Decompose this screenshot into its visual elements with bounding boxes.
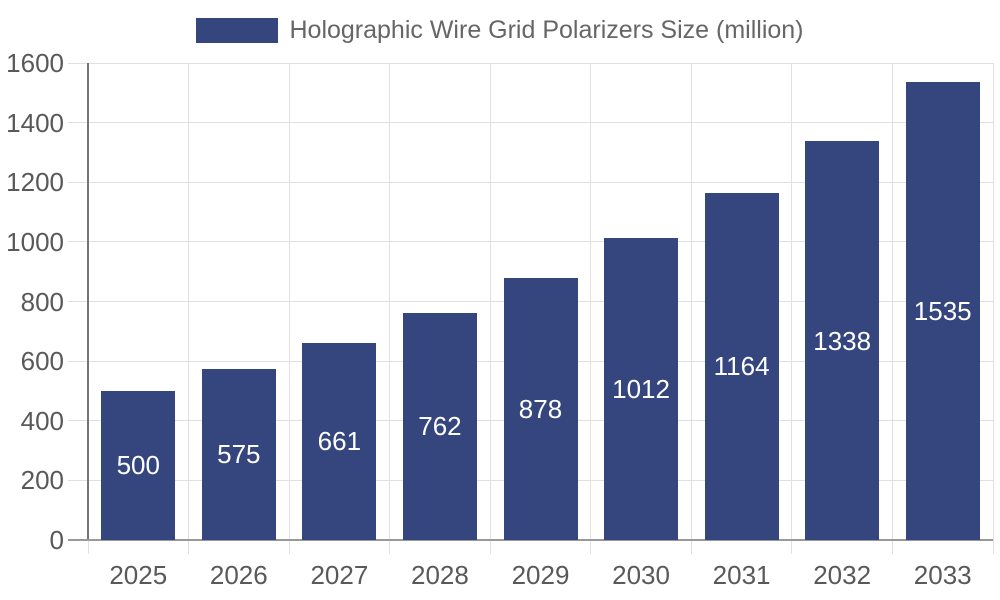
v-gridline — [891, 63, 893, 554]
bar-value-label: 1012 — [612, 374, 670, 405]
v-gridline — [389, 63, 391, 554]
bar: 762 — [402, 312, 477, 540]
h-gridline — [68, 122, 993, 124]
v-gridline — [690, 63, 692, 554]
h-gridline — [68, 181, 993, 183]
y-axis-tick-label: 200 — [20, 465, 64, 496]
y-axis-line — [87, 63, 89, 540]
bar-value-label: 1535 — [913, 296, 972, 327]
h-gridline — [68, 62, 993, 64]
x-axis-tick-label: 2031 — [712, 560, 771, 590]
y-axis-tick-label: 600 — [20, 346, 64, 377]
legend-swatch — [196, 18, 279, 43]
bar: 661 — [302, 342, 377, 540]
bar-value-label: 1338 — [813, 325, 872, 356]
y-axis-tick-label: 0 — [49, 525, 64, 555]
bar-value-label: 661 — [317, 426, 362, 457]
x-axis-tick-label: 2028 — [411, 560, 469, 590]
v-gridline — [791, 63, 793, 554]
plot-area: 0 200 400 600 800 1000 1200 1400 1600 500 2025 575 2… — [6, 48, 994, 590]
bar: 500 — [101, 390, 176, 540]
x-axis-line — [68, 539, 993, 541]
y-axis-tick-label: 1600 — [6, 48, 64, 78]
bar-value-label: 878 — [518, 394, 563, 425]
bar: 1338 — [805, 141, 880, 540]
x-axis-tick-label: 2027 — [310, 560, 369, 590]
v-gridline — [489, 63, 491, 554]
bar-value-label: 575 — [217, 439, 261, 470]
x-axis-tick-label: 2029 — [511, 560, 570, 590]
y-axis-tick-label: 800 — [20, 286, 64, 317]
v-gridline — [992, 63, 994, 554]
x-axis-tick-label: 2032 — [813, 560, 872, 590]
x-axis-tick-label: 2026 — [209, 560, 268, 590]
x-axis-tick-label: 2030 — [612, 560, 670, 590]
v-gridline — [590, 63, 592, 554]
legend[interactable]: Holographic Wire Grid Polarizers Size (m… — [0, 16, 1000, 45]
y-axis-tick-label: 400 — [20, 405, 64, 436]
bar: 575 — [201, 368, 276, 540]
v-gridline — [188, 63, 190, 554]
bar: 1164 — [704, 192, 779, 540]
y-axis-tick-label: 1200 — [6, 167, 64, 198]
v-gridline — [288, 63, 290, 554]
y-axis-tick-label: 1000 — [6, 226, 64, 257]
legend-label: Holographic Wire Grid Polarizers Size (m… — [289, 16, 804, 44]
bar: 1535 — [905, 82, 980, 540]
bar-value-label: 762 — [418, 411, 462, 442]
bar-value-label: 500 — [116, 450, 160, 481]
y-axis-tick-label: 1400 — [6, 107, 64, 138]
bar: 1012 — [604, 238, 679, 540]
x-axis-tick-label: 2025 — [109, 560, 168, 590]
h-gridline — [68, 241, 993, 243]
bar-value-label: 1164 — [713, 351, 770, 382]
bar: 878 — [503, 278, 578, 540]
x-axis-tick-label: 2033 — [913, 560, 972, 590]
